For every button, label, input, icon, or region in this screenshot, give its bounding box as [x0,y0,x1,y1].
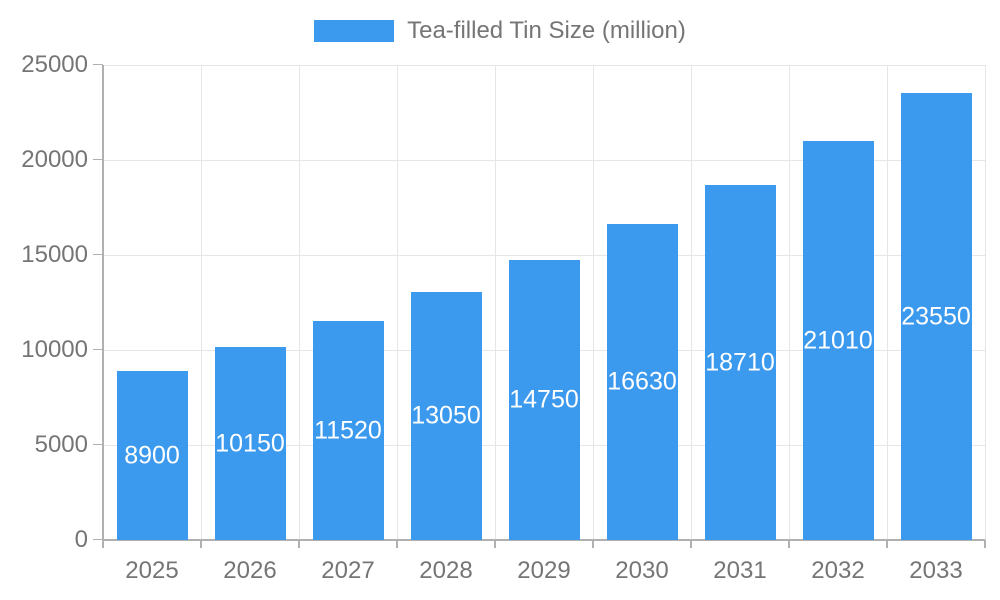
gridline-vertical [690,65,692,540]
bar-2027[interactable] [312,321,384,540]
bar-2033[interactable] [900,93,972,540]
gridline-vertical [298,65,300,540]
y-tick-label: 15000 [21,241,88,268]
x-axis-tick [788,540,790,548]
y-axis-tick [93,159,103,160]
x-tick-label: 2031 [713,557,767,584]
bar-2029[interactable] [508,260,580,540]
bar-value-label: 21010 [803,326,873,354]
gridline-vertical [200,65,202,540]
x-axis-line [103,539,985,541]
bar-value-label: 13050 [411,401,481,430]
gridline-horizontal [103,64,985,66]
bar-value-label: 23550 [901,302,971,330]
legend-label: Tea-filled Tin Size (million) [407,17,686,44]
bar-value-label: 18710 [705,348,775,376]
x-axis-tick [592,540,594,548]
x-tick-label: 2026 [223,557,277,584]
x-axis-tick [200,540,202,548]
bar-2032[interactable] [802,141,874,540]
gridline-vertical [396,65,398,540]
legend-swatch [314,20,395,42]
x-axis-tick [396,540,398,548]
x-axis-tick [886,540,888,548]
y-tick-label: 5000 [34,431,88,458]
legend: Tea-filled Tin Size (million) [0,17,1000,45]
y-tick-label: 10000 [21,336,88,363]
x-tick-label: 2032 [811,557,865,584]
bar-2030[interactable] [606,224,678,540]
gridline-vertical [886,65,888,540]
x-tick-label: 2025 [125,557,179,584]
x-axis-tick [494,540,496,548]
y-axis-tick [93,539,103,540]
gridline-vertical [984,65,986,540]
gridline-vertical [494,65,496,540]
gridline-horizontal [103,254,985,256]
bar-2026[interactable] [214,347,286,540]
bar-2031[interactable] [704,185,776,540]
y-axis-tick [93,64,103,65]
gridline-vertical [788,65,790,540]
y-tick-label: 25000 [21,51,88,78]
x-axis-tick [984,540,986,548]
bar-2028[interactable] [410,292,482,540]
gridline-vertical [592,65,594,540]
x-axis-tick [102,540,104,548]
x-tick-label: 2027 [321,557,375,584]
gridline-horizontal [103,159,985,161]
bar-value-label: 14750 [509,385,579,414]
bar-value-label: 8900 [124,441,180,469]
x-tick-label: 2033 [909,557,963,584]
x-axis-tick [298,540,300,548]
y-axis-line [102,65,104,540]
bar-value-label: 11520 [314,416,382,444]
x-axis-tick [690,540,692,548]
y-axis-tick [93,349,103,350]
x-tick-label: 2028 [419,557,473,584]
y-axis-tick [93,444,103,445]
legend-item[interactable]: Tea-filled Tin Size (million) [314,17,686,45]
y-tick-label: 20000 [21,146,88,173]
y-tick-label: 0 [74,526,88,553]
bar-value-label: 16630 [607,367,677,396]
x-tick-label: 2029 [517,557,571,584]
bar-2025[interactable] [116,371,188,540]
x-tick-label: 2030 [615,557,669,584]
bar-value-label: 10150 [215,429,285,457]
y-axis-tick [93,254,103,255]
